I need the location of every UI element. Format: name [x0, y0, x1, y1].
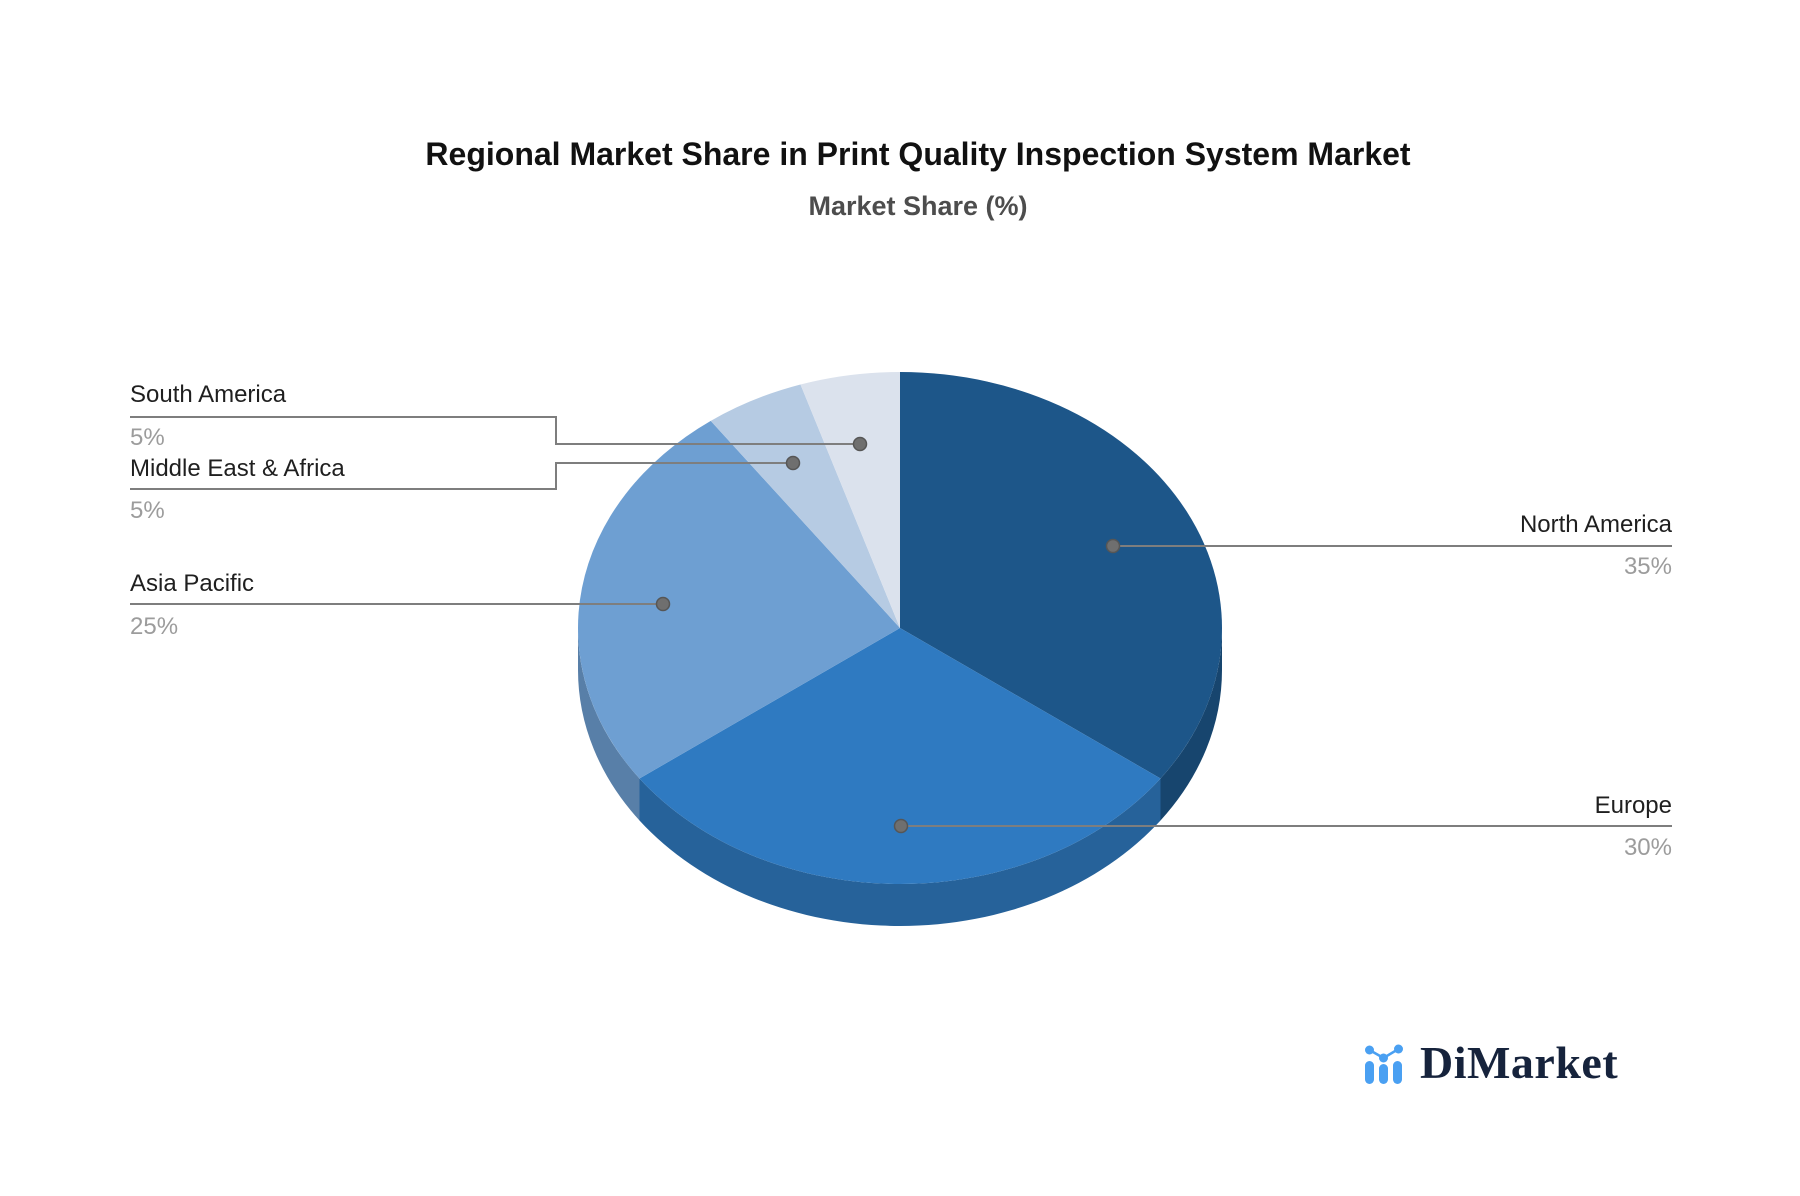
pie-side-north-america	[1160, 628, 1222, 821]
leader-dot-north-america	[1105, 538, 1121, 554]
pie-slice-south-america	[800, 372, 900, 628]
leader-line-south-america	[130, 416, 860, 445]
chart-subtitle: Market Share (%)	[808, 191, 1028, 221]
slice-label-name-north-america: North America	[1519, 511, 1672, 538]
leader-dot-middle-east-africa	[785, 455, 801, 471]
brand-watermark: DiMarket	[1362, 1038, 1618, 1090]
pie-side-europe	[639, 778, 1161, 926]
pie-slices	[578, 372, 1222, 884]
slice-label-name-europe: Europe	[1594, 792, 1672, 819]
slice-label-value-asia-pacific: 25%	[130, 613, 179, 640]
chart-title: Regional Market Share in Print Quality I…	[425, 136, 1411, 172]
leader-line-middle-east-africa	[130, 462, 793, 490]
bar-line-chart-icon	[1365, 1044, 1403, 1084]
pie-3d-sides	[578, 628, 1222, 926]
leader-dot-europe	[893, 818, 909, 834]
leader-dot-asia-pacific	[655, 596, 671, 612]
slice-label-value-europe: 30%	[1623, 834, 1672, 861]
pie-slice-north-america	[900, 372, 1222, 779]
pie-side-asia-pacific	[578, 628, 640, 821]
pie-slice-europe	[639, 628, 1161, 884]
slice-label-value-south-america: 5%	[130, 424, 165, 451]
slice-label-value-north-america: 35%	[1623, 553, 1672, 580]
slice-label-value-middle-east-africa: 5%	[130, 497, 165, 524]
slice-label-name-south-america: South America	[130, 381, 287, 408]
leader-lines	[130, 416, 1672, 827]
brand-name: DiMarket	[1420, 1037, 1619, 1088]
slice-label-name-asia-pacific: Asia Pacific	[130, 570, 255, 597]
pie-slice-middle-east-africa	[710, 384, 900, 628]
pie-slice-asia-pacific	[578, 420, 900, 779]
slice-label-name-middle-east-africa: Middle East & Africa	[130, 455, 345, 482]
leader-dot-south-america	[852, 436, 868, 452]
leader-dots	[655, 436, 1121, 834]
